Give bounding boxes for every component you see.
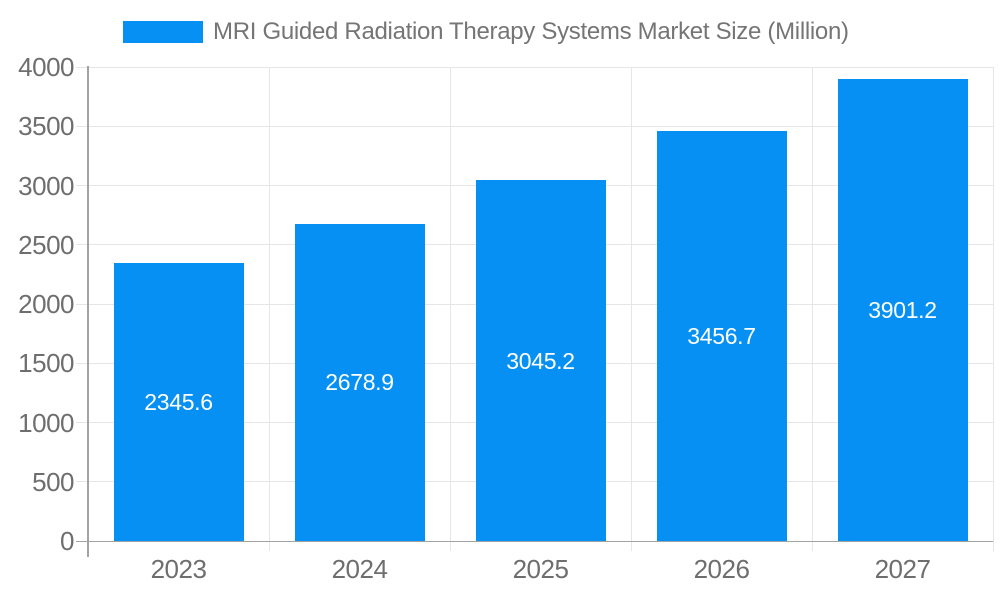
x-axis-line — [76, 540, 993, 542]
y-axis-tick-label: 3500 — [18, 111, 74, 142]
y-axis-tick-label: 2000 — [18, 289, 74, 319]
x-axis-tick-label: 2025 — [512, 554, 569, 584]
y-axis-tick-label: 4000 — [18, 52, 74, 82]
bar-value-label: 3045.2 — [506, 347, 575, 374]
x-axis-tick-label: 2023 — [150, 554, 207, 584]
y-axis-tick-label: 1500 — [18, 348, 74, 379]
bar-value-label: 2345.6 — [144, 389, 213, 416]
legend-swatch[interactable] — [123, 21, 203, 43]
y-axis-tick-label: 3000 — [18, 170, 74, 201]
bar-2025[interactable] — [475, 180, 606, 541]
bar-2027[interactable] — [837, 78, 968, 541]
bar-2023[interactable] — [113, 263, 244, 541]
bar-value-label: 3456.7 — [687, 323, 756, 350]
y-axis-tick-label: 2500 — [18, 229, 74, 260]
x-axis-tick-label: 2026 — [693, 554, 750, 584]
y-axis-tick-label: 1000 — [18, 407, 74, 438]
y-gridline — [76, 125, 993, 127]
x-gridline — [630, 67, 632, 551]
x-gridline — [811, 67, 813, 551]
bar-2026[interactable] — [656, 131, 787, 541]
y-gridline — [76, 66, 993, 68]
x-gridline — [268, 67, 270, 551]
x-gridline — [449, 67, 451, 551]
chart-legend[interactable]: MRI Guided Radiation Therapy Systems Mar… — [0, 0, 1000, 56]
x-gridline — [992, 67, 994, 551]
y-axis-line — [87, 66, 89, 557]
bar-2024[interactable] — [294, 223, 425, 541]
y-axis-tick-label: 500 — [32, 466, 74, 497]
x-axis-tick-label: 2027 — [874, 554, 931, 584]
y-axis-tick-label: 0 — [60, 526, 74, 556]
chart-title[interactable]: MRI Guided Radiation Therapy Systems Mar… — [213, 18, 849, 45]
bar-value-label: 3901.2 — [868, 296, 937, 323]
x-axis-tick-label: 2024 — [331, 554, 388, 584]
bar-value-label: 2678.9 — [325, 369, 394, 396]
